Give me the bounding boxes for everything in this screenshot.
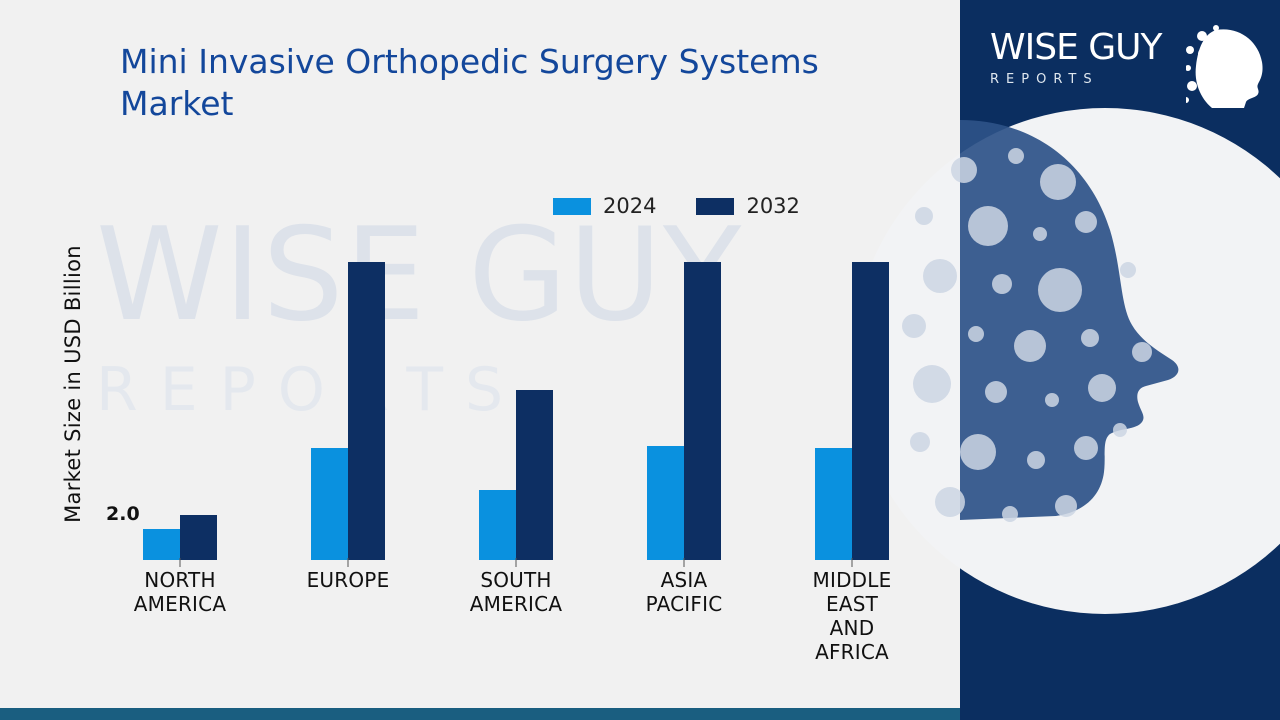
- bar-group: 2.0: [96, 232, 264, 560]
- x-tick-1: EUROPE: [264, 558, 432, 708]
- x-axis-label: AND: [829, 616, 875, 640]
- logo-wordmark: WISE GUY: [990, 27, 1163, 68]
- legend-swatch-2024: [553, 198, 591, 215]
- legend-label-2032: 2032: [746, 194, 800, 218]
- tick-mark: [179, 558, 181, 567]
- logo-subtitle: REPORTS: [990, 72, 1099, 87]
- x-tick-3: ASIA PACIFIC: [600, 558, 768, 708]
- bar-2032: [516, 389, 553, 560]
- bar-group: [264, 232, 432, 560]
- x-axis-label: MIDDLE: [812, 568, 892, 592]
- x-axis-label: AMERICA: [469, 592, 563, 616]
- x-axis: NORTH AMERICA EUROPE SOUTH AMERICA ASIA PACIFI…: [96, 558, 936, 708]
- chart-plot-area: 2.0: [96, 230, 936, 560]
- y-axis-label: Market Size in USD Billion: [61, 245, 85, 523]
- bar-2024: [815, 447, 852, 560]
- x-tick-2: SOUTH AMERICA: [432, 558, 600, 708]
- bar-2032: [852, 261, 889, 560]
- x-axis-label: PACIFIC: [645, 592, 723, 616]
- wiseguy-logo: WISE GUY REPORTS: [990, 25, 1263, 120]
- logo-head-profile-dots-icon: [1186, 25, 1263, 108]
- x-axis-label: NORTH: [144, 568, 216, 592]
- x-axis-label: AMERICA: [133, 592, 227, 616]
- bar-group: [600, 232, 768, 560]
- bar-2024: [311, 447, 348, 560]
- x-tick-0: NORTH AMERICA: [96, 558, 264, 708]
- x-axis-label: SOUTH: [480, 568, 552, 592]
- bar-2032: [180, 514, 217, 560]
- bar-group: [768, 232, 936, 560]
- tick-mark: [347, 558, 349, 567]
- legend-item-2024[interactable]: 2024: [553, 196, 656, 217]
- x-axis-label: EAST: [825, 592, 879, 616]
- bar-2032: [348, 261, 385, 560]
- x-axis-label: ASIA: [660, 568, 708, 592]
- tick-mark: [683, 558, 685, 567]
- bottom-accent-strip: [0, 708, 960, 720]
- chart-legend: 2024 2032: [553, 196, 800, 217]
- bar-2024: [143, 528, 180, 560]
- tick-mark: [515, 558, 517, 567]
- x-axis-label: EUROPE: [306, 568, 390, 592]
- bar-2032: [684, 261, 721, 560]
- x-tick-4: MIDDLE EAST AND AFRICA: [768, 558, 936, 708]
- legend-swatch-2032: [696, 198, 735, 215]
- bar-2024: [479, 489, 516, 560]
- bar-2024: [647, 445, 684, 560]
- x-axis-label: AFRICA: [815, 640, 889, 664]
- bar-groups: 2.0: [96, 232, 936, 560]
- page-title: Mini Invasive Orthopedic Surgery Systems…: [120, 42, 819, 123]
- legend-label-2024: 2024: [603, 194, 657, 218]
- bar-group: [432, 232, 600, 560]
- bar-value-label: 2.0: [106, 502, 140, 525]
- legend-item-2032[interactable]: 2032: [696, 194, 800, 218]
- tick-mark: [851, 558, 853, 567]
